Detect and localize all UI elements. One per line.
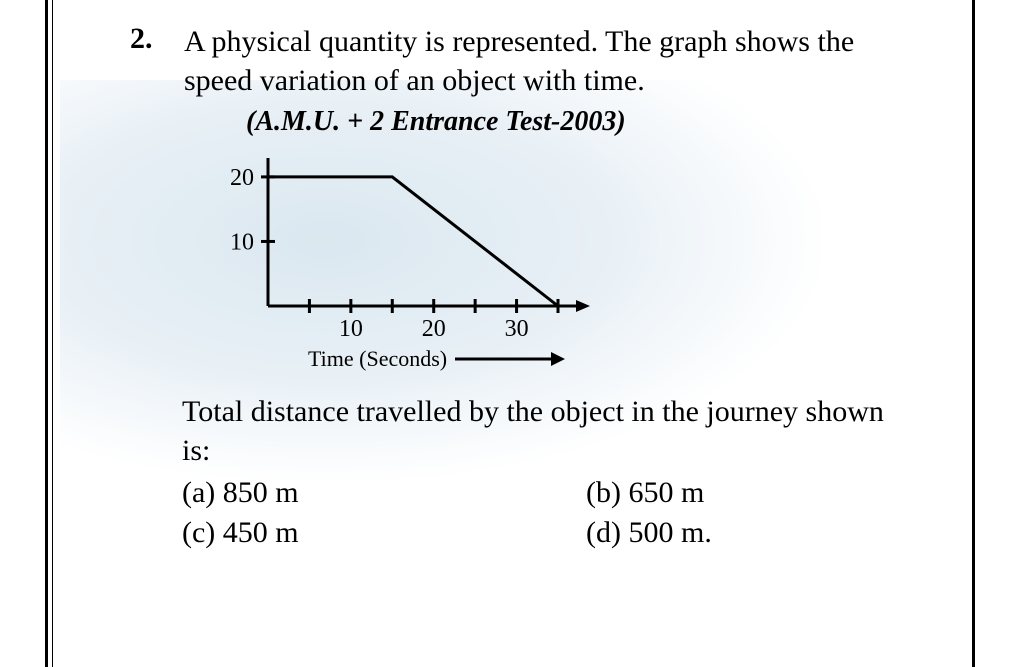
question-number: 2.: [130, 22, 168, 56]
option-b: (b) 650 m: [586, 476, 910, 510]
x-axis-label-row: Time (Seconds): [308, 346, 565, 372]
option-a: (a) 850 m: [182, 476, 506, 510]
svg-text:10: 10: [339, 316, 363, 342]
options-grid: (a) 850 m (b) 650 m (c) 450 m (d) 500 m.: [182, 476, 910, 550]
option-c: (c) 450 m: [182, 516, 506, 550]
x-axis-arrow-icon: [455, 350, 565, 368]
option-d: (d) 500 m.: [586, 516, 910, 550]
page-frame-inner: [52, 0, 53, 667]
speed-time-chart: 1020102030 Time (Seconds): [188, 144, 608, 364]
question-source: (A.M.U. + 2 Entrance Test-2003): [246, 106, 910, 138]
x-axis-label: Time (Seconds): [308, 346, 447, 372]
question-block: 2. A physical quantity is represented. T…: [130, 22, 910, 550]
question-result-text: Total distance travelled by the object i…: [182, 392, 910, 470]
chart-svg: 10 20 10 20 30: [188, 144, 608, 364]
svg-text:30: 30: [505, 316, 529, 342]
question-text: A physical quantity is represented. The …: [184, 22, 910, 100]
svg-text:20: 20: [230, 165, 254, 191]
svg-text:10: 10: [230, 229, 254, 255]
svg-text:20: 20: [422, 316, 446, 342]
